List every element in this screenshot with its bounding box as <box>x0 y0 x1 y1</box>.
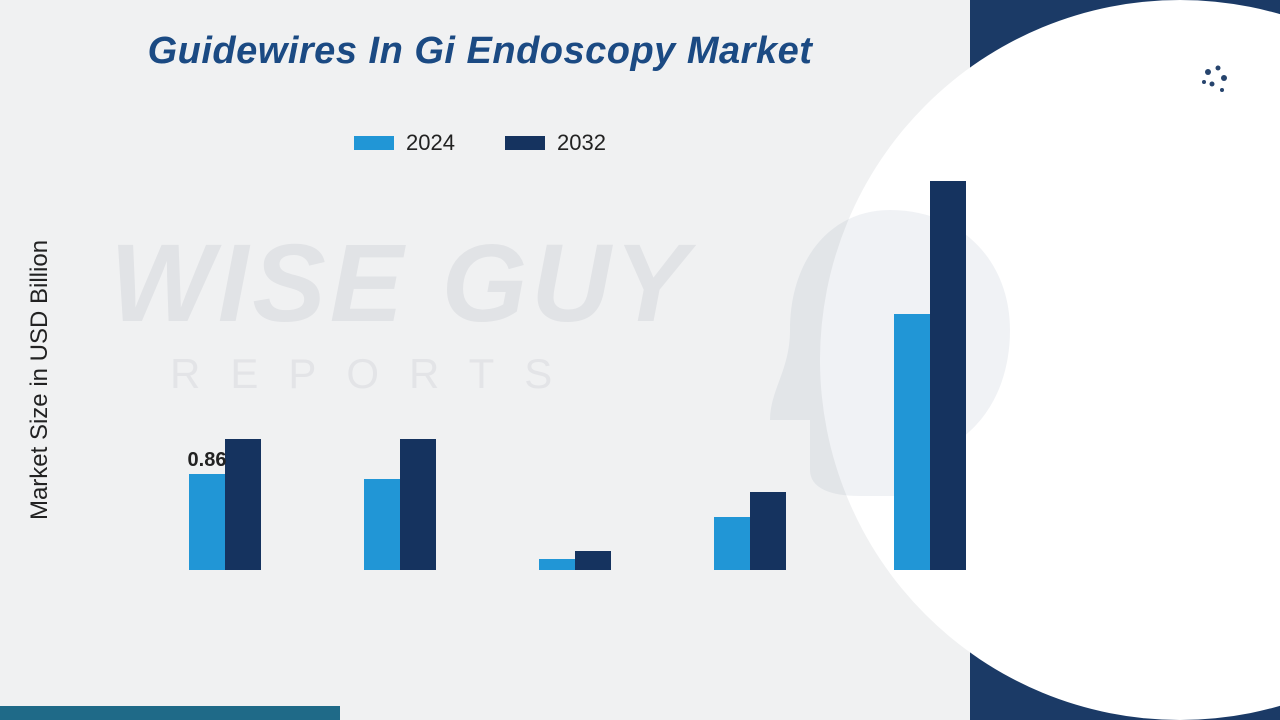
brand-logo: WISE GUY REPORTS <box>1084 28 1250 75</box>
legend-label-2024: 2024 <box>406 130 455 156</box>
legend: 2024 2032 <box>0 130 960 156</box>
bar <box>400 439 436 570</box>
brand-head-icon <box>1188 52 1244 116</box>
data-label: 0.86 <box>188 449 227 472</box>
plot-area: NORTH AMERICAEUROPESOUTH AMERICAASIA PAC… <box>100 170 960 570</box>
bar <box>364 479 400 570</box>
right-panel: WISE GUY REPORTS <box>970 0 1280 720</box>
legend-item-2032: 2032 <box>505 130 606 156</box>
bar <box>539 559 575 570</box>
bar <box>750 492 786 570</box>
bar <box>575 551 611 570</box>
chart-container: WISE GUY REPORTS WISE GUY REPORTS Guidew… <box>0 0 1280 720</box>
bar <box>189 474 225 570</box>
y-axis-label: Market Size in USD Billion <box>26 240 54 520</box>
bar <box>714 517 750 570</box>
bar <box>930 181 966 570</box>
bar-pair <box>364 439 436 570</box>
legend-swatch-2032 <box>505 136 545 150</box>
bar-pair <box>894 181 966 570</box>
bar-pair <box>714 492 786 570</box>
bar <box>225 439 261 570</box>
bar <box>894 314 930 570</box>
chart-title: Guidewires In Gi Endoscopy Market <box>0 30 960 73</box>
legend-label-2032: 2032 <box>557 130 606 156</box>
footer-accent-bar <box>0 706 340 720</box>
bar-pair <box>539 551 611 570</box>
legend-item-2024: 2024 <box>354 130 455 156</box>
legend-swatch-2024 <box>354 136 394 150</box>
